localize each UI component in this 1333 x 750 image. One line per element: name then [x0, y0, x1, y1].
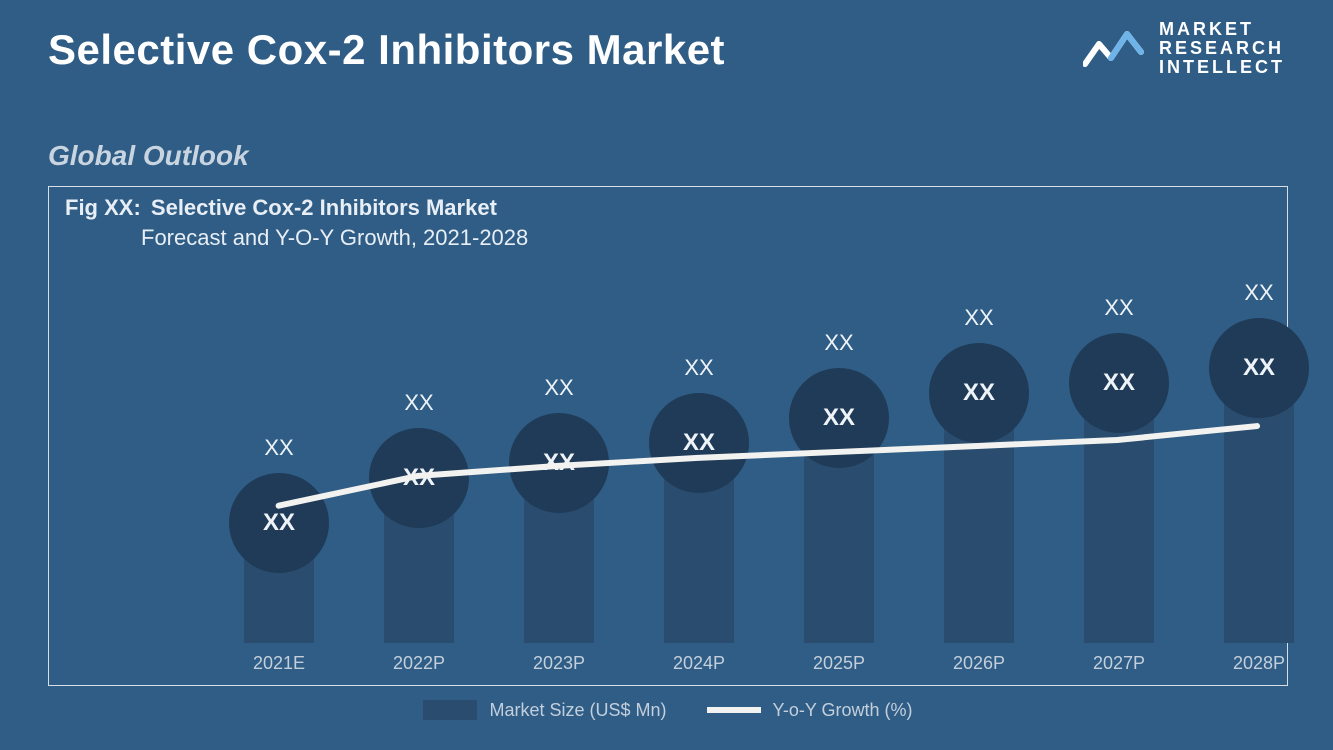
brand-line3: INTELLECT — [1159, 58, 1285, 77]
x-axis: 2021E 2022P 2023P 2024P 2025P 2026P 2027P 2028P — [49, 653, 1287, 677]
x-tick-label: 2021E — [253, 653, 305, 674]
x-tick-label: 2024P — [673, 653, 725, 674]
x-tick-label: 2023P — [533, 653, 585, 674]
legend-line-label: Y-o-Y Growth (%) — [773, 700, 913, 721]
chart-legend: Market Size (US$ Mn) Y-o-Y Growth (%) — [49, 695, 1287, 725]
x-tick-label: 2027P — [1093, 653, 1145, 674]
x-tick-label: 2025P — [813, 653, 865, 674]
legend-bar-label: Market Size (US$ Mn) — [489, 700, 666, 721]
x-tick-label: 2028P — [1233, 653, 1285, 674]
x-tick-label: 2026P — [953, 653, 1005, 674]
brand-line1: MARKET — [1159, 20, 1285, 39]
legend-item-bar: Market Size (US$ Mn) — [423, 700, 666, 721]
growth-line — [49, 187, 1287, 685]
legend-item-line: Y-o-Y Growth (%) — [707, 700, 913, 721]
legend-swatch-bar — [423, 700, 477, 720]
brand-line2: RESEARCH — [1159, 39, 1285, 58]
brand-mark-icon — [1083, 24, 1147, 72]
brand-text: MARKET RESEARCH INTELLECT — [1159, 20, 1285, 77]
subtitle: Global Outlook — [48, 140, 249, 172]
chart-frame: Fig XX: Selective Cox-2 Inhibitors Marke… — [48, 186, 1288, 686]
page-title: Selective Cox-2 Inhibitors Market — [48, 26, 725, 74]
brand-logo: MARKET RESEARCH INTELLECT — [1083, 20, 1285, 77]
legend-swatch-line — [707, 707, 761, 713]
x-tick-label: 2022P — [393, 653, 445, 674]
